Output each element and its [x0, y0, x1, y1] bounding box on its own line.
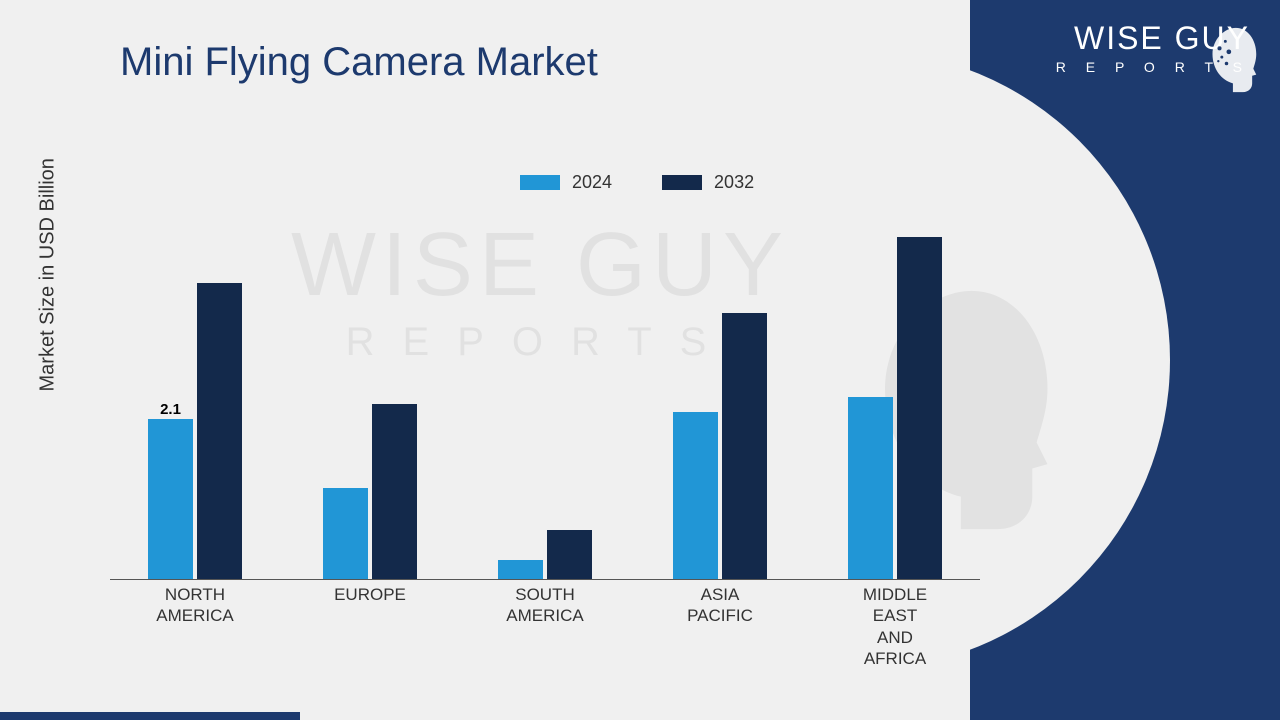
bar: [498, 560, 543, 579]
bar: [722, 313, 767, 579]
bottom-accent-bar: [0, 712, 300, 720]
brand-logo: WISE GUY R E P O R T S: [1056, 20, 1250, 75]
bar-group: [660, 313, 780, 579]
bar-group: [310, 404, 430, 579]
bar: [848, 397, 893, 579]
legend-swatch-2024: [520, 175, 560, 190]
x-axis-label: MIDDLEEASTANDAFRICA: [825, 584, 965, 669]
legend-item-2024: 2024: [520, 172, 612, 193]
bar: 2.1: [148, 419, 193, 579]
legend-swatch-2032: [662, 175, 702, 190]
x-axis-label: SOUTHAMERICA: [475, 584, 615, 627]
bar: [323, 488, 368, 579]
chart-title: Mini Flying Camera Market: [120, 40, 598, 85]
bar-value-label: 2.1: [148, 401, 193, 418]
bar-group: [835, 237, 955, 579]
bar-group: [485, 530, 605, 579]
bar-chart: 2.1: [110, 200, 980, 580]
legend-label-2032: 2032: [714, 172, 754, 193]
y-axis-label: Market Size in USD Billion: [37, 158, 60, 391]
legend: 2024 2032: [520, 172, 754, 193]
bar: [897, 237, 942, 579]
bar-group: 2.1: [135, 283, 255, 579]
bar: [673, 412, 718, 579]
legend-item-2032: 2032: [662, 172, 754, 193]
x-axis-label: NORTHAMERICA: [125, 584, 265, 627]
bar: [547, 530, 592, 579]
page-root: WISE GUY R E P O R T S Mini Flying Camer…: [0, 0, 1280, 720]
x-axis-label: EUROPE: [300, 584, 440, 605]
logo-head-icon: [1200, 25, 1260, 95]
bar: [197, 283, 242, 579]
x-axis-label: ASIAPACIFIC: [650, 584, 790, 627]
bar: [372, 404, 417, 579]
legend-label-2024: 2024: [572, 172, 612, 193]
